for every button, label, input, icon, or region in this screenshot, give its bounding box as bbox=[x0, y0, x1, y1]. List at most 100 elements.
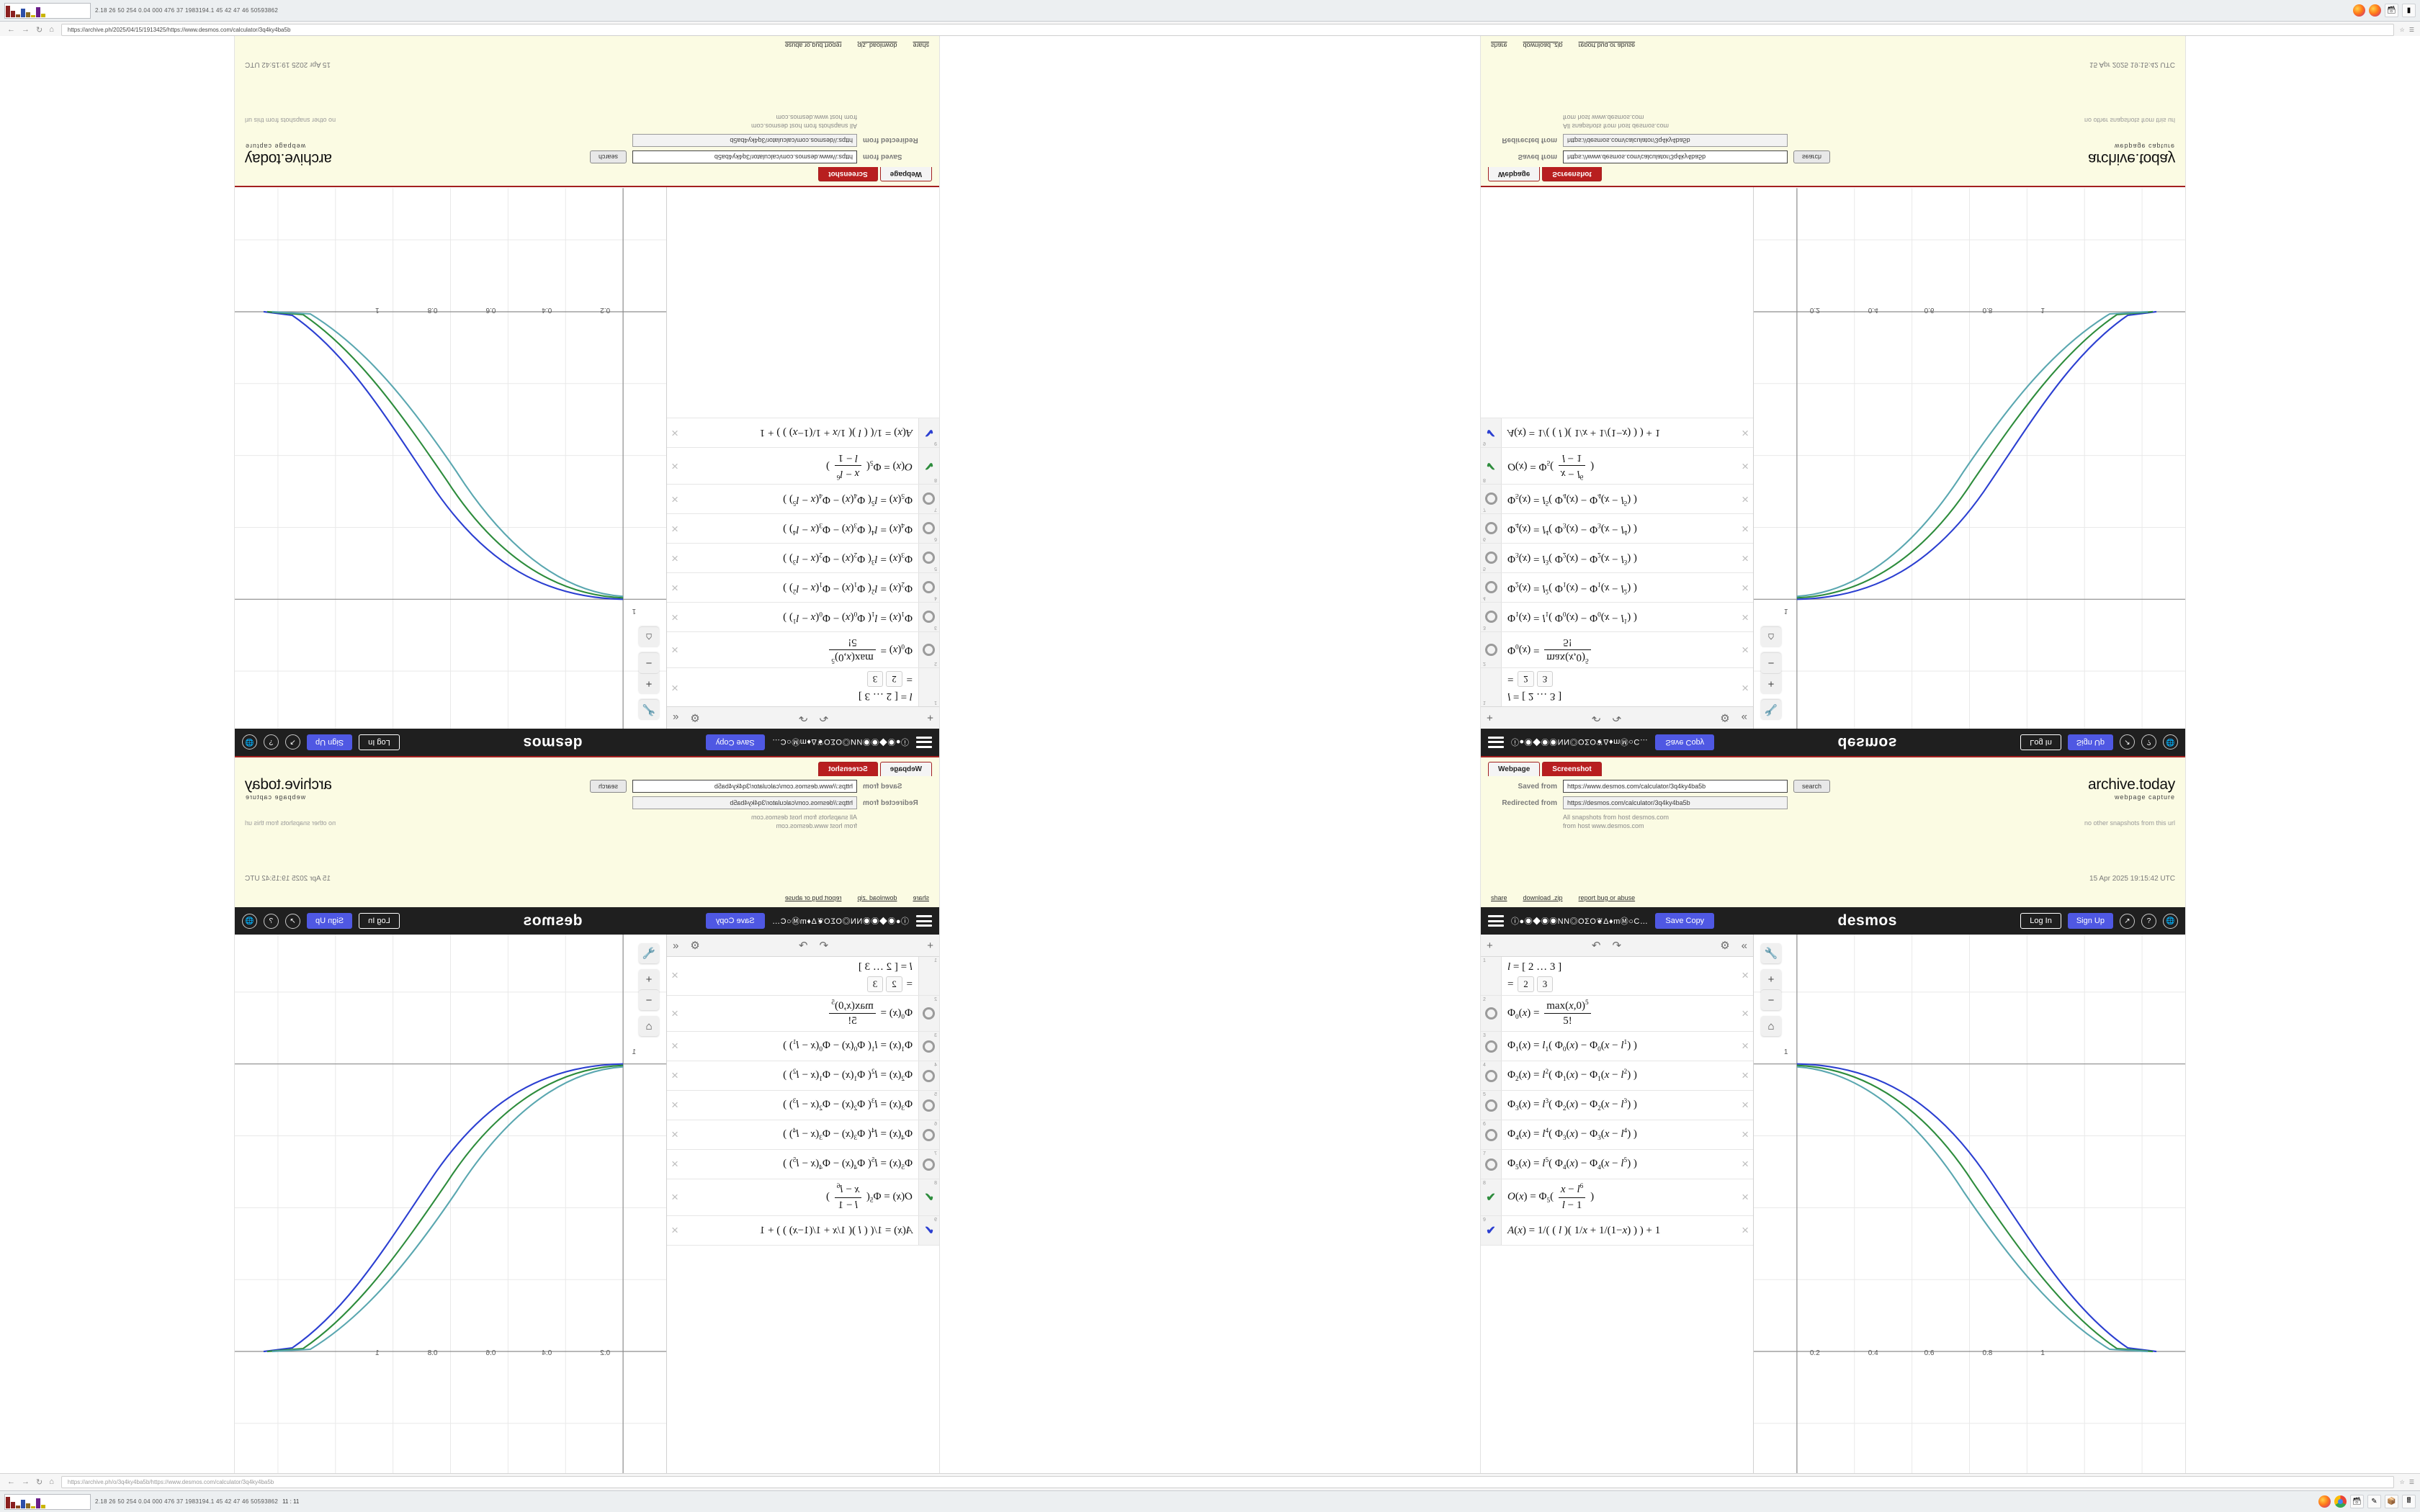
expression-math[interactable]: A(x) = 1/( ( l )( 1/x + 1/(1−x) ) ) + 1 bbox=[759, 427, 913, 439]
undo-arrow-icon[interactable]: ↶ bbox=[1591, 940, 1601, 952]
delete-expression-icon[interactable]: × bbox=[671, 521, 678, 536]
expression-index-cell[interactable]: 2 bbox=[1481, 631, 1502, 668]
plus-icon[interactable]: + bbox=[1487, 939, 1493, 952]
expression-index-cell[interactable]: 7 bbox=[918, 484, 939, 513]
globe-icon[interactable]: 🌐 bbox=[2162, 734, 2178, 750]
tab-webpage[interactable]: Webpage bbox=[879, 167, 932, 181]
hamburger-menu-icon[interactable] bbox=[916, 915, 932, 927]
expression-math[interactable]: l = [ 2 … 3 ] = 23 bbox=[667, 668, 918, 706]
search-button[interactable]: search bbox=[589, 150, 627, 163]
expression-visibility-toggle[interactable] bbox=[1484, 611, 1497, 624]
delete-expression-icon[interactable]: × bbox=[1742, 1223, 1749, 1237]
expression-row[interactable]: 7 Φ5(x) = l5( Φ4(x) − Φ4(x − l5) ) × bbox=[667, 483, 939, 513]
redirected-from-input[interactable]: https://desmos.com/calculator/3q4ky4ba5b bbox=[1563, 796, 1788, 809]
redirected-from-row[interactable]: Redirected from https://desmos.com/calcu… bbox=[242, 796, 932, 809]
wrench-icon[interactable]: 🔧 bbox=[639, 943, 659, 963]
expression-index-cell[interactable]: 7 bbox=[1481, 1150, 1502, 1179]
delete-expression-icon[interactable]: × bbox=[1742, 1039, 1749, 1053]
graph-canvas[interactable]: 🔧 + − ⌂ 0.2 0.4 0.6 0.8 1 1 bbox=[1754, 187, 2185, 729]
archive-links[interactable]: share download .zip report bug or abuse bbox=[1491, 894, 1635, 901]
desmos-header[interactable]: ⓘ●◉◆◉◉ΝΝ◎ΟΣΟ❦Δ♦mⓂ○C… Save Copy desmos Lo… bbox=[1481, 729, 2185, 756]
archive-banner[interactable]: Webpage Screenshot archive.today webpage… bbox=[235, 36, 939, 187]
tab-webpage[interactable]: Webpage bbox=[879, 762, 932, 776]
tab-screenshot[interactable]: Screenshot bbox=[818, 167, 878, 181]
gear-icon[interactable]: ⚙ bbox=[1720, 940, 1730, 952]
tab-screenshot[interactable]: Screenshot bbox=[1542, 762, 1602, 776]
share-link[interactable]: share bbox=[913, 42, 929, 49]
redo-arrow-icon[interactable]: ↷ bbox=[1612, 940, 1622, 952]
save-copy-button[interactable]: Save Copy bbox=[1655, 734, 1715, 750]
expression-math[interactable]: Φ0(x) = max(x,0)5 5! bbox=[1502, 996, 1753, 1032]
archive-banner[interactable]: Webpage Screenshot archive.today webpage… bbox=[235, 756, 939, 907]
expression-math[interactable]: Φ3(x) = l3( Φ2(x) − Φ2(x − l3) ) bbox=[783, 550, 913, 565]
delete-expression-icon[interactable]: × bbox=[671, 610, 678, 624]
expression-visibility-toggle[interactable] bbox=[1484, 1040, 1497, 1053]
firefox-icon[interactable] bbox=[2353, 4, 2365, 17]
expression-index-cell[interactable]: 1 bbox=[918, 668, 939, 706]
delete-expression-icon[interactable]: × bbox=[671, 1157, 678, 1171]
expression-index-cell[interactable]: 8 ✔ bbox=[1481, 1179, 1502, 1215]
graph-tools[interactable]: 🔧 + − ⌂ bbox=[1761, 943, 1781, 1036]
saved-from-row[interactable]: Saved from https://www.desmos.com/calcul… bbox=[1488, 150, 2178, 163]
gear-icon[interactable]: ⚙ bbox=[1720, 711, 1730, 724]
search-button[interactable]: search bbox=[589, 780, 627, 793]
delete-expression-icon[interactable]: × bbox=[671, 1039, 678, 1053]
taskbar-icon-tray[interactable]: 🗃 ▮ bbox=[2353, 4, 2416, 17]
expression-visibility-toggle[interactable] bbox=[1484, 522, 1497, 535]
expression-visibility-toggle[interactable] bbox=[923, 1099, 936, 1112]
question-mark-icon[interactable]: ? bbox=[2141, 913, 2156, 929]
chevron-double-left-icon[interactable]: « bbox=[673, 939, 679, 952]
home-icon[interactable]: ⌂ bbox=[1761, 1016, 1781, 1036]
desmos-header-right[interactable]: Log In Sign Up ↗ ? 🌐 bbox=[2020, 913, 2178, 929]
saved-from-input[interactable]: https://www.desmos.com/calculator/3q4ky4… bbox=[1563, 780, 1788, 793]
redo-arrow-icon[interactable]: ↷ bbox=[1612, 711, 1622, 724]
share-icon[interactable]: ↗ bbox=[285, 734, 301, 750]
expression-row[interactable]: 7 Φ5(x) = l5( Φ4(x) − Φ4(x − l5) ) × bbox=[1481, 483, 1753, 513]
delete-expression-icon[interactable]: × bbox=[671, 1006, 678, 1020]
browser-toolbar-right[interactable]: ☆ ☰ bbox=[2394, 27, 2420, 33]
url-input[interactable]: https://archive.ph/o/3q4ky4ba5b/https://… bbox=[60, 1476, 2394, 1488]
expression-math[interactable]: Φ0(x) = max(x,0)5 5! bbox=[667, 996, 918, 1032]
download-zip-link[interactable]: download .zip bbox=[1523, 894, 1563, 901]
save-copy-button[interactable]: Save Copy bbox=[705, 913, 765, 929]
chevron-double-left-icon[interactable]: « bbox=[1741, 939, 1747, 952]
expression-math[interactable]: A(x) = 1/( ( l )( 1/x + 1/(1−x) ) ) + 1 bbox=[1507, 427, 1661, 439]
delete-expression-icon[interactable]: × bbox=[1742, 1068, 1749, 1083]
globe-icon[interactable]: 🌐 bbox=[2162, 913, 2178, 929]
expression-math[interactable]: O(x) = Φ5( x − l6 l − 1 ) bbox=[825, 452, 913, 481]
tab-webpage[interactable]: Webpage bbox=[1488, 167, 1541, 181]
chrome-icon[interactable] bbox=[2334, 1495, 2347, 1508]
saved-from-row[interactable]: Saved from https://www.desmos.com/calcul… bbox=[1488, 780, 2178, 793]
expression-visibility-toggle[interactable] bbox=[1484, 1069, 1497, 1082]
expression-row[interactable]: 9 ✔ A(x) = 1/( ( l )( 1/x + 1/(1−x) ) ) + … bbox=[667, 418, 939, 448]
reload-icon[interactable]: ↻ bbox=[36, 1478, 43, 1487]
zoom-out-button[interactable]: − bbox=[1761, 989, 1781, 1010]
zoom-out-button[interactable]: − bbox=[639, 653, 659, 674]
home-icon[interactable]: ⌂ bbox=[639, 627, 659, 647]
redirected-from-input[interactable]: https://desmos.com/calculator/3q4ky4ba5b bbox=[632, 134, 857, 147]
redirected-from-input[interactable]: https://desmos.com/calculator/3q4ky4ba5b bbox=[1563, 134, 1788, 147]
redirected-from-row[interactable]: Redirected from https://desmos.com/calcu… bbox=[242, 134, 932, 147]
expression-row[interactable]: 4 Φ2(x) = l2( Φ1(x) − Φ1(x − l2) ) × bbox=[1481, 572, 1753, 602]
expression-index-cell[interactable]: 2 bbox=[918, 995, 939, 1032]
expression-index-cell[interactable]: 4 bbox=[918, 572, 939, 602]
hamburger-menu-icon[interactable] bbox=[1488, 737, 1504, 748]
desmos-document-title[interactable]: ⓘ●◉◆◉◉ΝΝ◎ΟΣΟ❦Δ♦mⓂ○C… bbox=[771, 737, 909, 746]
zoom-controls[interactable]: + − bbox=[1761, 969, 1781, 1010]
gear-icon[interactable]: ⚙ bbox=[690, 940, 700, 952]
back-arrow-icon[interactable]: ← bbox=[7, 1477, 15, 1486]
sign-up-button[interactable]: Sign Up bbox=[307, 913, 353, 929]
expression-toolbar[interactable]: + ↶ ↷ ⚙ « bbox=[1481, 706, 1753, 729]
delete-expression-icon[interactable]: × bbox=[671, 680, 678, 695]
expression-visibility-toggle[interactable] bbox=[1484, 643, 1497, 656]
delete-expression-icon[interactable]: × bbox=[1742, 1098, 1749, 1112]
firefox-icon[interactable] bbox=[2318, 1495, 2331, 1508]
share-icon[interactable]: ↗ bbox=[2119, 913, 2135, 929]
expression-math[interactable]: Φ5(x) = l5( Φ4(x) − Φ4(x − l5) ) bbox=[783, 491, 913, 506]
download-zip-link[interactable]: download .zip bbox=[857, 894, 897, 901]
expression-row[interactable]: 5 Φ3(x) = l3( Φ2(x) − Φ2(x − l3) ) × bbox=[1481, 542, 1753, 572]
search-button[interactable]: search bbox=[1793, 150, 1831, 163]
